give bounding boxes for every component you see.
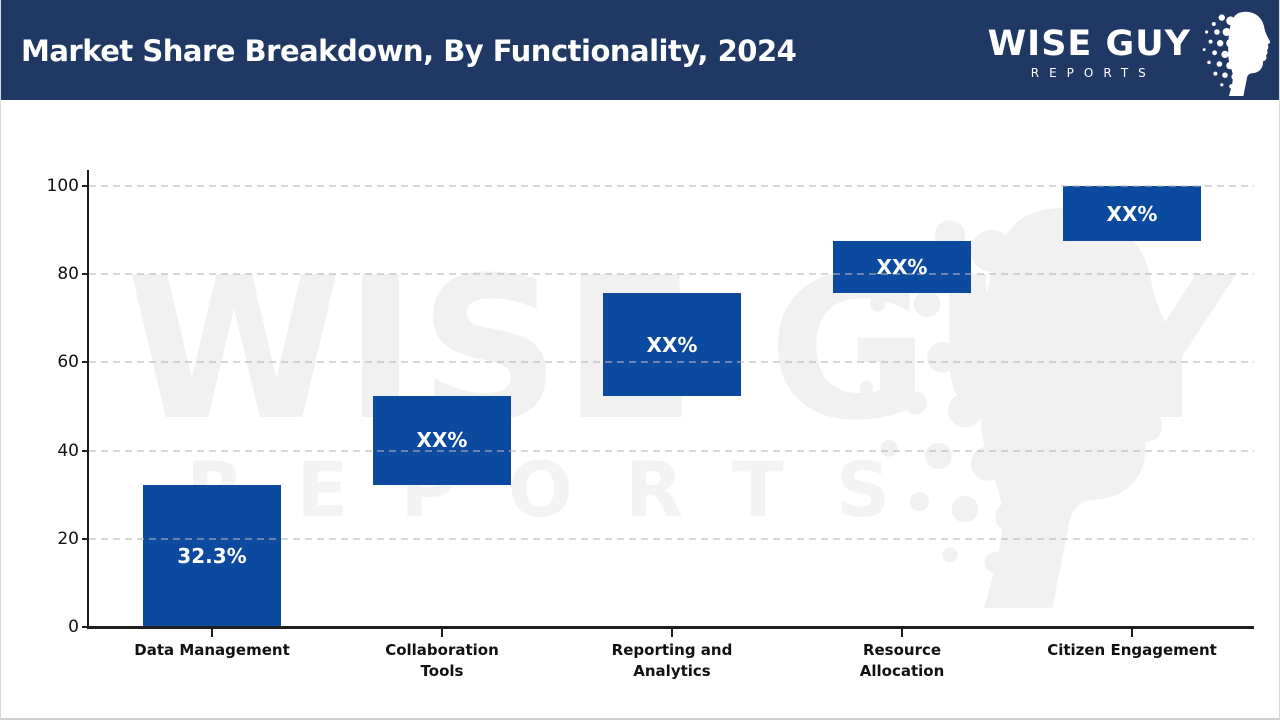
gridline-100 xyxy=(89,185,1254,187)
wiseguy-logo: WISE GUY REPORTS xyxy=(988,8,1273,96)
x-label-reporting-and-analytics: Reporting and Analytics xyxy=(611,641,733,680)
gridline-60 xyxy=(89,361,1254,364)
bar-label-collaboration-tools: XX% xyxy=(416,428,468,453)
gridline-20 xyxy=(89,537,1254,540)
x-tick-data-management xyxy=(211,629,213,637)
y-tick-label-40: 40 xyxy=(57,440,79,461)
y-tick-label-60: 60 xyxy=(57,352,79,373)
gridline-80 xyxy=(89,273,1254,276)
x-label-resource-allocation: Resource Allocation xyxy=(859,641,945,680)
gridline-40 xyxy=(89,449,1254,452)
logo-line-reports: REPORTS xyxy=(1030,66,1156,80)
bar-label-data-management: 32.3% xyxy=(177,543,247,568)
x-label-collaboration-tools: Collaboration Tools xyxy=(385,641,499,680)
x-tick-reporting-and-analytics xyxy=(671,629,673,637)
x-tick-resource-allocation xyxy=(901,629,903,637)
y-axis-line xyxy=(87,170,89,629)
x-tick-collaboration-tools xyxy=(441,629,443,637)
bar-reporting-and-analytics xyxy=(603,293,741,397)
bar-label-resource-allocation: XX% xyxy=(876,255,928,280)
y-tick-80 xyxy=(82,273,89,276)
watermark-text-reports: REPORTS xyxy=(186,445,943,534)
plot: 0 20 40 60 80 100 32.3% Data Management XX% Colla… xyxy=(1,100,1279,718)
x-label-citizen-engagement: Citizen Engagement xyxy=(1047,641,1217,659)
wiseguy-head-icon xyxy=(1202,11,1271,96)
y-tick-label-0: 0 xyxy=(68,617,79,637)
x-axis-line xyxy=(87,626,1254,629)
y-tick-40 xyxy=(82,449,89,452)
bar-label-citizen-engagement: XX% xyxy=(1106,201,1158,226)
y-tick-label-100: 100 xyxy=(46,176,79,196)
page-title: Market Share Breakdown, By Functionality… xyxy=(21,34,797,68)
bar-collaboration-tools xyxy=(373,396,511,485)
y-tick-100 xyxy=(82,185,89,187)
y-tick-label-80: 80 xyxy=(57,264,79,285)
logo-wordmark: WISE GUY REPORTS xyxy=(988,24,1191,80)
y-tick-60 xyxy=(82,361,89,364)
y-tick-label-20: 20 xyxy=(57,528,79,549)
bar-label-reporting-and-analytics: XX% xyxy=(646,332,698,357)
x-label-data-management: Data Management xyxy=(134,641,290,659)
bar-data-management xyxy=(143,484,281,627)
x-tick-citizen-engagement xyxy=(1131,629,1133,637)
bar-citizen-engagement xyxy=(1063,186,1201,242)
y-tick-0 xyxy=(82,626,89,628)
logo-line-wise-guy: WISE GUY xyxy=(987,24,1191,64)
header: Market Share Breakdown, By Functionality… xyxy=(1,0,1279,100)
bar-resource-allocation xyxy=(833,241,971,294)
y-tick-20 xyxy=(82,537,89,540)
